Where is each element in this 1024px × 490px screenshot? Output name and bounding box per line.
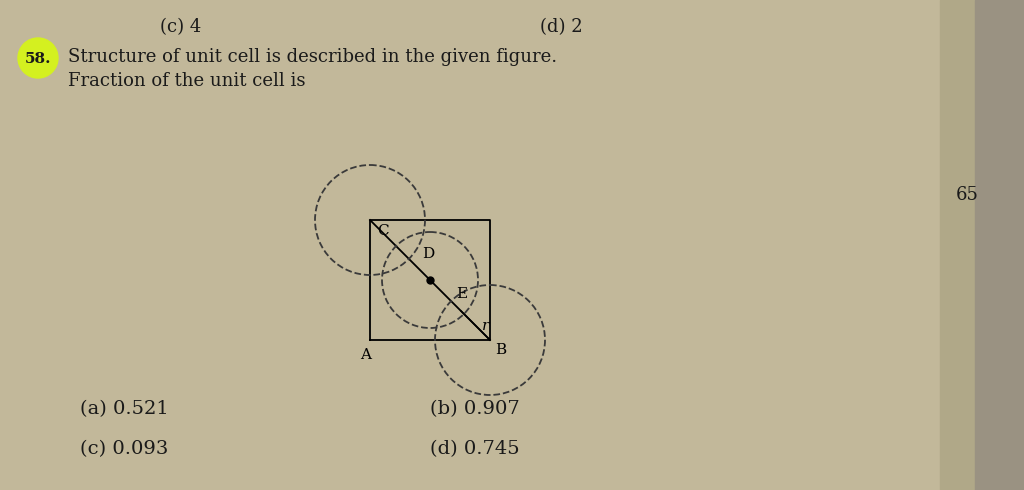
Circle shape [18,38,58,78]
Text: (c) 4: (c) 4 [160,18,202,36]
Text: 65: 65 [956,186,979,204]
Text: A: A [360,348,371,362]
Text: (d) 0.745: (d) 0.745 [430,440,519,458]
Text: Structure of unit cell is described in the given figure.: Structure of unit cell is described in t… [68,48,557,66]
Text: C: C [377,224,389,238]
Text: (c) 0.093: (c) 0.093 [80,440,168,458]
Text: (b) 0.907: (b) 0.907 [430,400,520,418]
Text: Fraction of the unit cell is: Fraction of the unit cell is [68,72,305,90]
Text: (d) 2: (d) 2 [540,18,583,36]
Text: E: E [457,288,468,301]
Bar [975,0,1024,490]
Text: B: B [495,343,506,357]
Text: r: r [481,318,488,333]
Text: D: D [422,246,434,261]
Text: 58.: 58. [25,52,51,66]
Text: (a) 0.521: (a) 0.521 [80,400,169,418]
Bar [940,0,980,490]
